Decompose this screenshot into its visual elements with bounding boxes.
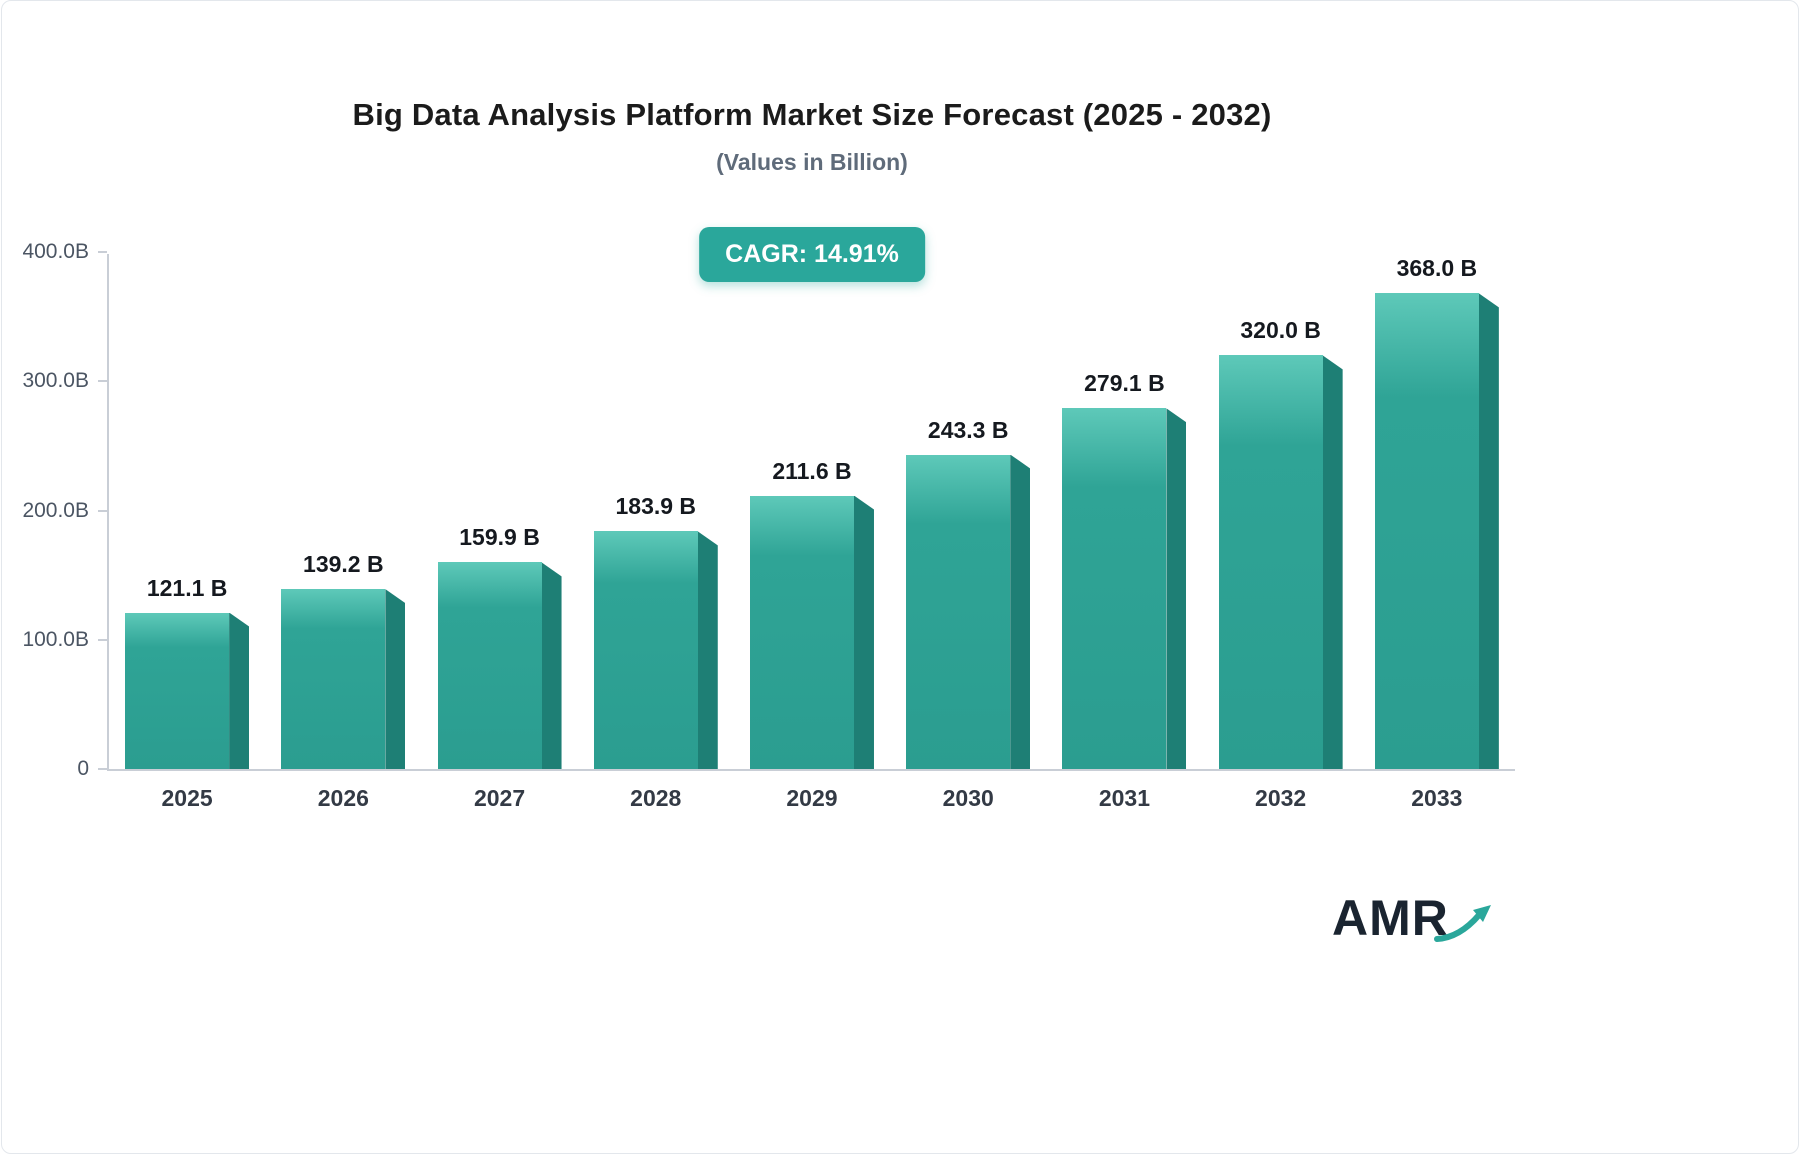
bar-2032: [1218, 355, 1343, 769]
cagr-badge: CAGR: 14.91%: [699, 227, 925, 282]
x-tick-label: 2032: [1255, 785, 1307, 811]
x-tick-label: 2029: [786, 785, 838, 811]
bar-front-face: [1062, 408, 1167, 769]
bar-group-2033: 368.0 B: [1359, 254, 1515, 769]
bar-2025: [125, 612, 250, 769]
y-tick-mark: [98, 251, 107, 253]
bar-2033: [1374, 293, 1499, 769]
bar-group-2027: 159.9 B: [421, 254, 577, 769]
y-tick-label: 0: [77, 757, 89, 780]
chart-subtitle: (Values in Billion): [716, 149, 908, 175]
bar-group-2030: 243.3 B: [890, 254, 1046, 769]
y-tick: 300.0B: [22, 369, 107, 393]
y-tick-label: 100.0B: [22, 627, 89, 651]
chart-header: Big Data Analysis Platform Market Size F…: [107, 97, 1517, 176]
bar-front-face: [281, 589, 386, 769]
plot-area: 0 100.0B 200.0B 300.0B 400.0B 121.1 B 139.2 B…: [22, 240, 1515, 811]
bar-2031: [1062, 408, 1187, 769]
bar-value-label: 279.1 B: [1084, 370, 1165, 397]
y-tick-label: 300.0B: [22, 369, 89, 393]
bar-side-face: [385, 589, 406, 769]
bar-2027: [437, 562, 562, 769]
x-tick-label: 2033: [1411, 785, 1463, 811]
trend-up-arrow-icon: [1433, 905, 1491, 942]
y-tick-label: 200.0B: [22, 498, 89, 522]
bar-group-2028: 183.9 B: [578, 254, 734, 769]
bar-2026: [281, 589, 406, 769]
x-tick-label: 2026: [317, 785, 369, 811]
amr-logo-text: AMR: [1332, 890, 1449, 946]
y-tick: 400.0B: [22, 240, 107, 264]
bar-group-2026: 139.2 B: [265, 254, 421, 769]
bar-front-face: [749, 495, 854, 769]
bar-value-label: 320.0 B: [1240, 317, 1321, 344]
bar-group-2032: 320.0 B: [1203, 254, 1359, 769]
bar-front-face: [1374, 293, 1479, 769]
bar-value-label: 368.0 B: [1396, 255, 1478, 282]
x-tick-label: 2031: [1098, 785, 1150, 811]
bar-value-label: 139.2 B: [303, 551, 384, 578]
y-tick-label: 400.0B: [22, 240, 89, 263]
bar-value-label: 243.3 B: [927, 416, 1009, 443]
bar-front-face: [437, 562, 542, 769]
bar-front-face: [1218, 355, 1323, 769]
y-tick: 100.0B: [22, 628, 107, 652]
bar-2029: [749, 495, 874, 769]
bar-value-label: 211.6 B: [772, 457, 852, 484]
bar-side-face: [1478, 293, 1499, 769]
bar-front-face: [593, 531, 698, 769]
bar-2030: [906, 454, 1031, 769]
x-axis: 2025 2026 2027 2028 2029 2030 2031 2032 2033: [109, 785, 1515, 812]
x-tick-label: 2028: [630, 785, 682, 811]
y-tick-mark: [98, 509, 107, 512]
y-tick: 0: [77, 757, 107, 781]
bar-value-label: 159.9 B: [459, 524, 540, 551]
x-tick-label: 2025: [161, 785, 213, 811]
y-tick: 200.0B: [22, 499, 107, 523]
x-tick-label: 2027: [473, 785, 526, 811]
y-tick-mark: [98, 638, 107, 641]
bar-side-face: [697, 531, 718, 769]
bar-group-2029: 211.6 B: [734, 254, 890, 769]
bar-side-face: [1166, 408, 1187, 769]
bars: 121.1 B 139.2 B 159.9 B 183.9 B 211.6 B 243.3…: [109, 254, 1515, 769]
x-tick-label: 2030: [942, 785, 994, 811]
bar-front-face: [906, 454, 1011, 769]
bar-group-2031: 279.1 B: [1046, 254, 1202, 769]
bar-value-label: 183.9 B: [615, 493, 697, 520]
amr-logo: AMR: [1332, 893, 1495, 947]
bar-side-face: [1010, 454, 1031, 769]
bar-front-face: [125, 612, 230, 769]
bar-2028: [593, 531, 718, 769]
chart-title: Big Data Analysis Platform Market Size F…: [352, 97, 1272, 132]
bar-side-face: [541, 562, 562, 769]
bar-group-2025: 121.1 B: [109, 254, 265, 769]
bar-side-face: [229, 612, 250, 769]
y-tick-mark: [98, 380, 107, 383]
bar-value-label: 121.1 B: [146, 574, 228, 601]
y-tick-mark: [98, 768, 107, 770]
bar-side-face: [1322, 355, 1343, 769]
bar-side-face: [853, 495, 874, 769]
